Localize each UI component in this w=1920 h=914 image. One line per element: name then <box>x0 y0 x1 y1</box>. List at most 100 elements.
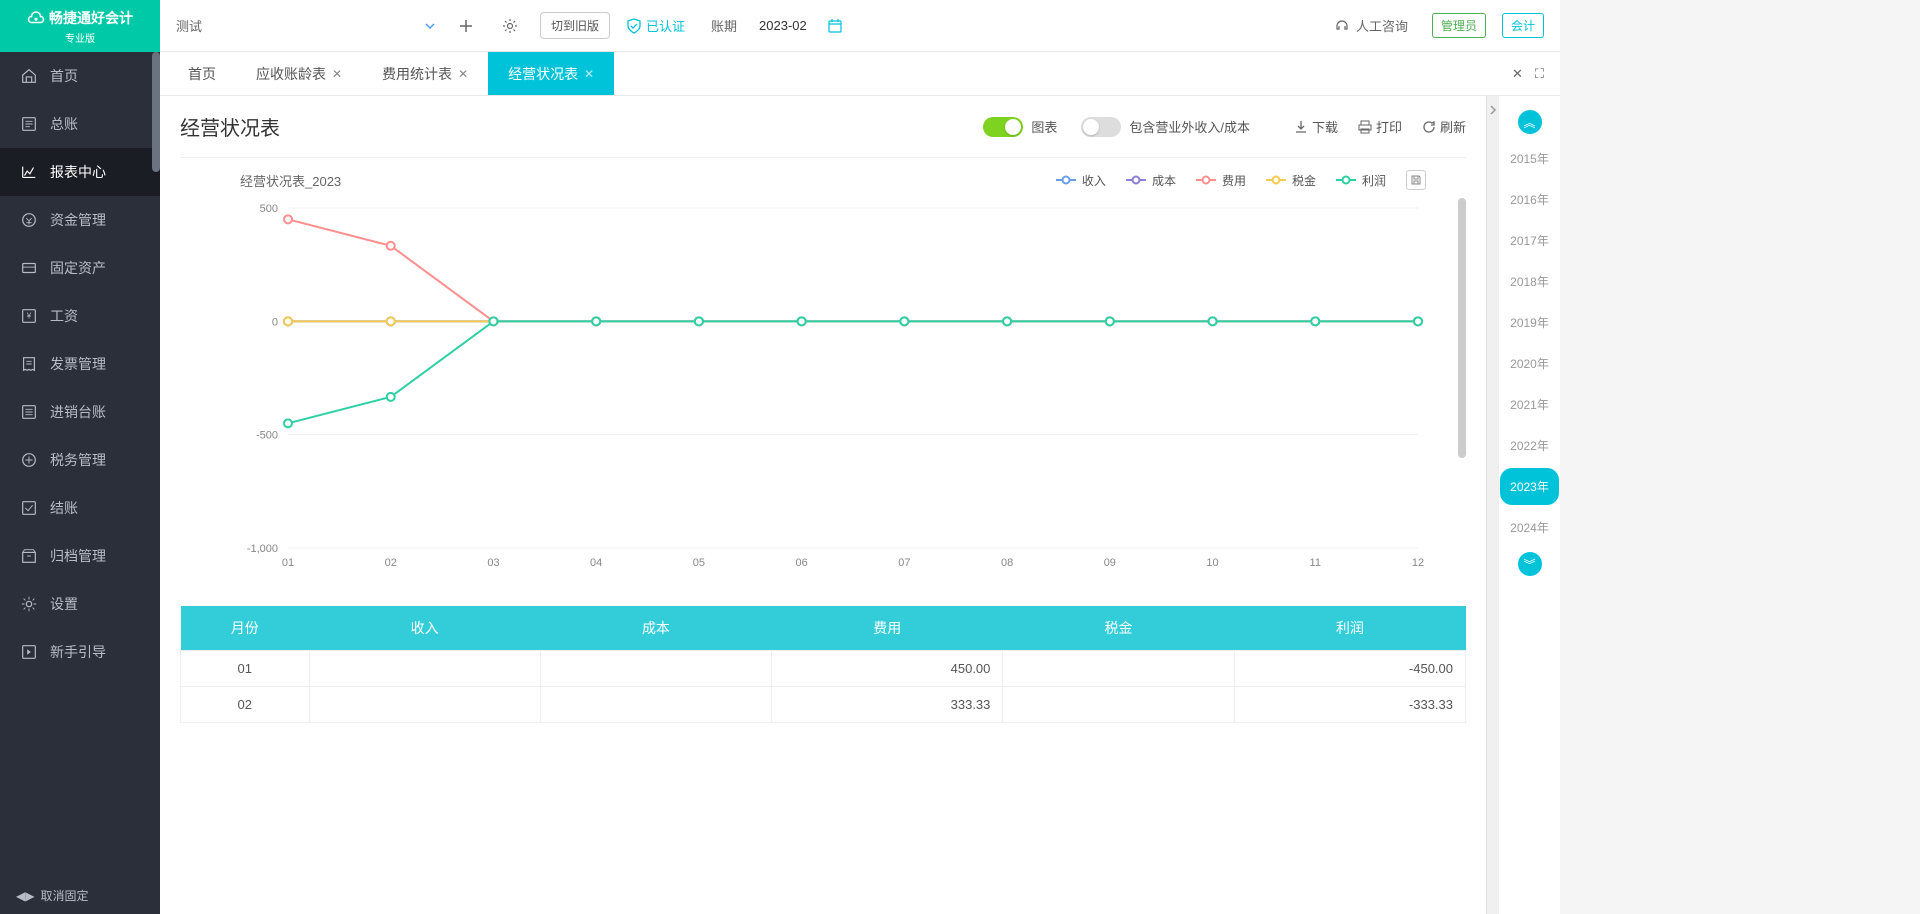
year-item[interactable]: 2016年 <box>1500 181 1559 218</box>
svg-text:-1,000: -1,000 <box>247 543 278 555</box>
svg-text:06: 06 <box>796 557 808 569</box>
role-admin[interactable]: 管理员 <box>1432 13 1486 38</box>
role-accountant[interactable]: 会计 <box>1502 13 1544 38</box>
sidebar-item-invoice[interactable]: 发票管理 <box>0 340 160 388</box>
brand-logo[interactable]: 畅捷通好会计 专业版 <box>0 0 160 52</box>
invoice-icon <box>20 355 38 373</box>
svg-text:09: 09 <box>1104 557 1116 569</box>
verified-badge[interactable]: 已认证 <box>626 16 685 35</box>
asset-icon <box>20 259 38 277</box>
table-header: 收入 <box>309 606 540 651</box>
year-down-button[interactable]: ︾ <box>1518 552 1542 576</box>
legend-income[interactable]: 收入 <box>1056 172 1106 189</box>
chart-legend: 收入 成本 费用 税金 利润 <box>1056 170 1426 190</box>
year-item[interactable]: 2018年 <box>1500 263 1559 300</box>
sidebar-item-money[interactable]: 资金管理 <box>0 196 160 244</box>
table-header: 利润 <box>1234 606 1465 651</box>
svg-text:0: 0 <box>272 316 278 328</box>
nav-label: 资金管理 <box>50 210 106 230</box>
legend-tax[interactable]: 税金 <box>1266 172 1316 189</box>
nav-scrollbar[interactable] <box>152 52 160 172</box>
include-toggle[interactable] <box>1081 117 1121 137</box>
data-table: 月份收入成本费用税金利润 01450.00-450.0002333.33-333… <box>180 606 1466 723</box>
sidebar-item-asset[interactable]: 固定资产 <box>0 244 160 292</box>
brand-edition: 专业版 <box>65 30 95 45</box>
consult-button[interactable]: 人工咨询 <box>1326 12 1416 39</box>
year-item[interactable]: 2022年 <box>1500 427 1559 464</box>
page-toolbar: 经营状况表 图表 包含营业外收入/成本 下载 打印 刷新 <box>180 112 1466 141</box>
close-icon[interactable]: ✕ <box>584 67 594 81</box>
nav-label: 固定资产 <box>50 258 106 278</box>
year-item[interactable]: 2015年 <box>1500 140 1559 177</box>
tab[interactable]: 首页 <box>168 52 236 95</box>
sidebar-item-home[interactable]: 首页 <box>0 52 160 100</box>
sidebar-item-tax[interactable]: 税务管理 <box>0 436 160 484</box>
year-panel: ︽ 2015年 2016年 2017年 2018年 2019年 2020年 2021年 202… <box>1498 96 1560 914</box>
nav-label: 发票管理 <box>50 354 106 374</box>
tab[interactable]: 费用统计表✕ <box>362 52 488 95</box>
pin-icon: ◀▶ <box>16 889 34 903</box>
nav-list: 首页总账报表中心资金管理固定资产 ¥工资发票管理进销台账税务管理结账归档管理设置新… <box>0 52 160 877</box>
ledger-icon <box>20 115 38 133</box>
svg-text:04: 04 <box>590 557 602 569</box>
sidebar-item-salary[interactable]: ¥工资 <box>0 292 160 340</box>
save-chart-button[interactable] <box>1406 170 1426 190</box>
svg-text:07: 07 <box>898 557 910 569</box>
table-row: 02333.33-333.33 <box>181 687 1466 723</box>
tab[interactable]: 应收账龄表✕ <box>236 52 362 95</box>
table-header: 月份 <box>181 606 310 651</box>
account-selector[interactable]: 测试 <box>176 16 436 35</box>
legend-profit[interactable]: 利润 <box>1336 172 1386 189</box>
sidebar-item-chart[interactable]: 报表中心 <box>0 148 160 196</box>
sidebar-item-close[interactable]: 结账 <box>0 484 160 532</box>
period-value[interactable]: 2023-02 <box>759 18 807 33</box>
legend-cost[interactable]: 成本 <box>1126 172 1176 189</box>
sidebar-item-stock[interactable]: 进销台账 <box>0 388 160 436</box>
year-item[interactable]: 2019年 <box>1500 304 1559 341</box>
year-up-button[interactable]: ︽ <box>1518 110 1542 134</box>
fullscreen-button[interactable]: ⛶ <box>1535 66 1544 82</box>
nav-label: 进销台账 <box>50 402 106 422</box>
gear-icon <box>20 595 38 613</box>
switch-old-button[interactable]: 切到旧版 <box>540 12 610 39</box>
svg-text:12: 12 <box>1412 557 1424 569</box>
chart-scrollbar[interactable] <box>1458 198 1466 458</box>
sidebar-item-ledger[interactable]: 总账 <box>0 100 160 148</box>
line-chart: -1,000-5000500010203040506070809101112 <box>180 198 1466 578</box>
year-item[interactable]: 2020年 <box>1500 345 1559 382</box>
sidebar: 畅捷通好会计 专业版 首页总账报表中心资金管理固定资产 ¥工资发票管理进销台账税务… <box>0 0 160 914</box>
home-icon <box>20 67 38 85</box>
table-header: 费用 <box>772 606 1003 651</box>
salary-icon: ¥ <box>20 307 38 325</box>
tax-icon <box>20 451 38 469</box>
year-item[interactable]: 2024年 <box>1500 509 1559 546</box>
sidebar-item-gear[interactable]: 设置 <box>0 580 160 628</box>
table-row: 01450.00-450.00 <box>181 651 1466 687</box>
collapse-year-panel[interactable] <box>1486 96 1498 914</box>
guide-icon <box>20 643 38 661</box>
calendar-icon[interactable] <box>827 18 843 34</box>
tab[interactable]: 经营状况表✕ <box>488 52 614 95</box>
sidebar-item-guide[interactable]: 新手引导 <box>0 628 160 676</box>
chart-title: 经营状况表_2023 <box>240 171 341 190</box>
unpin-sidebar[interactable]: ◀▶ 取消固定 <box>0 877 160 914</box>
settings-button[interactable] <box>496 12 524 40</box>
add-button[interactable] <box>452 12 480 40</box>
print-button[interactable]: 打印 <box>1358 117 1402 136</box>
chart-container: 经营状况表_2023 收入成本费用税金利润 -1,000-50005000102… <box>180 157 1466 590</box>
refresh-button[interactable]: 刷新 <box>1422 117 1466 136</box>
svg-text:500: 500 <box>260 203 278 215</box>
close-icon[interactable]: ✕ <box>332 67 342 81</box>
sidebar-item-archive[interactable]: 归档管理 <box>0 532 160 580</box>
close-icon[interactable]: ✕ <box>458 67 468 81</box>
year-item[interactable]: 2021年 <box>1500 386 1559 423</box>
year-item[interactable]: 2023年 <box>1500 468 1559 505</box>
nav-label: 归档管理 <box>50 546 106 566</box>
chart-toggle[interactable] <box>983 117 1023 137</box>
tab-close-all[interactable]: ✕ <box>1512 66 1523 82</box>
download-button[interactable]: 下载 <box>1294 117 1338 136</box>
svg-text:03: 03 <box>487 557 499 569</box>
legend-expense[interactable]: 费用 <box>1196 172 1246 189</box>
year-item[interactable]: 2017年 <box>1500 222 1559 259</box>
chevron-down-icon <box>424 20 436 32</box>
